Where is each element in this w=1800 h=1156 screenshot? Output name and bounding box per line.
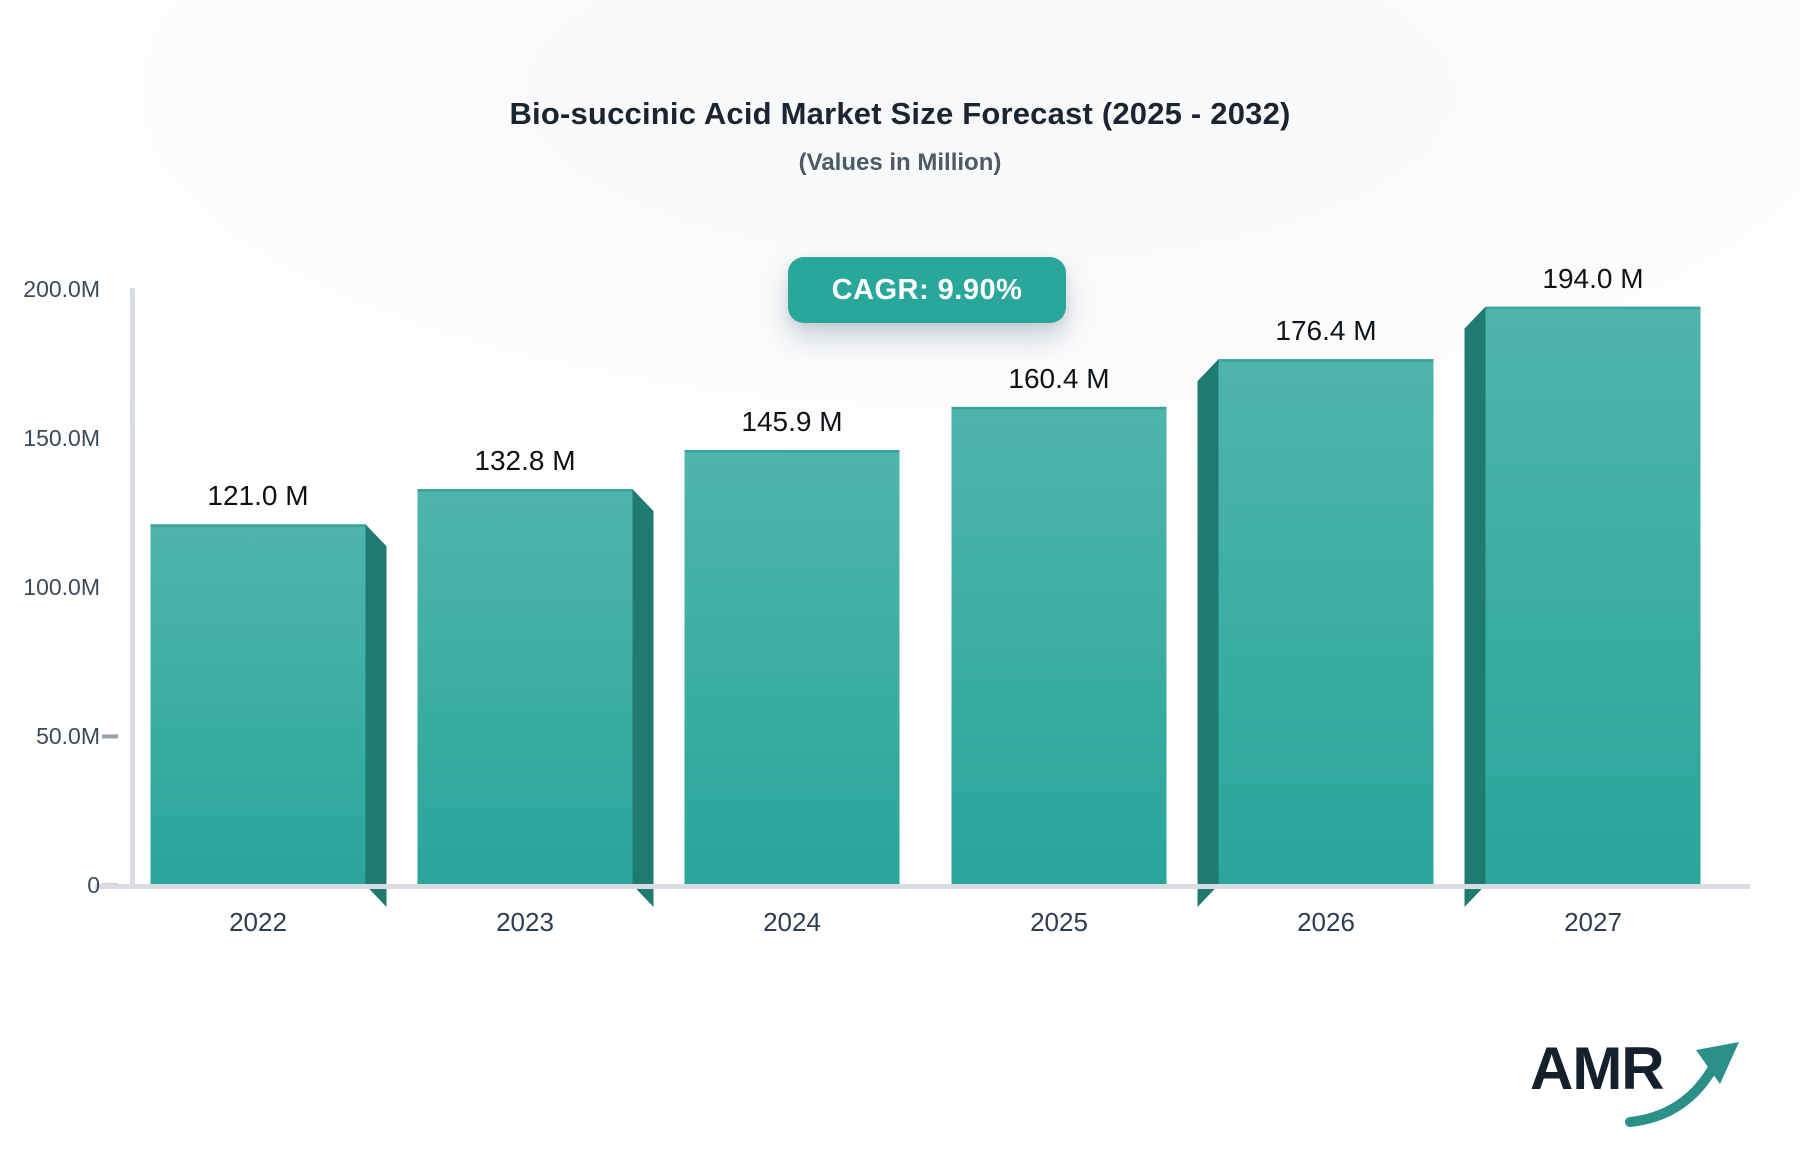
cagr-badge: CAGR: 9.90% <box>788 257 1066 323</box>
bar-top-edge <box>951 406 1167 410</box>
bar-value-label: 132.8 M <box>474 445 576 477</box>
axis-group <box>95 288 1750 889</box>
bar-top-edge <box>1218 359 1434 362</box>
y-tick-label: 50.0M <box>36 722 100 749</box>
bar-side-face <box>1464 306 1486 907</box>
x-axis-line <box>95 884 1750 889</box>
chart-subtitle: (Values in Million) <box>798 149 1002 176</box>
y-tick-label: 0 <box>87 872 100 898</box>
x-tick-label-2022: 2022 <box>229 907 287 937</box>
y-tick-label: 150.0M <box>23 424 100 451</box>
bar-2025 <box>951 406 1167 885</box>
bar-2026 <box>1218 359 1434 885</box>
x-tick-label-2023: 2023 <box>496 907 554 937</box>
bar-2027 <box>1485 306 1701 885</box>
bar-top-edge <box>1485 306 1701 310</box>
y-tick-label: 200.0M <box>23 275 100 302</box>
bar-2024 <box>684 450 900 885</box>
x-tick-label-2025: 2025 <box>1030 907 1088 937</box>
y-tick-label: 100.0M <box>23 573 100 600</box>
x-tick-label-2027: 2027 <box>1564 907 1622 937</box>
x-tick-label-2026: 2026 <box>1297 907 1355 937</box>
y-tick-mark <box>102 734 118 739</box>
amr-logo-text: AMR <box>1530 1035 1665 1102</box>
chart-title: Bio-succinic Acid Market Size Forecast (… <box>509 96 1291 131</box>
bar-2022 <box>150 524 366 885</box>
x-tick-label-2024: 2024 <box>763 907 821 937</box>
bar-2023 <box>417 489 633 885</box>
bar-side-face <box>365 524 387 907</box>
amr-logo: AMR <box>1530 1032 1740 1127</box>
bar-side-face <box>1197 359 1219 907</box>
amr-logo-arrow-icon <box>1625 1042 1739 1127</box>
bars-group <box>150 306 1701 907</box>
y-axis-line <box>130 288 135 889</box>
bar-value-label: 194.0 M <box>1542 262 1644 294</box>
bar-top-edge <box>684 450 900 453</box>
bar-top-edge <box>417 489 633 492</box>
bar-value-label: 121.0 M <box>207 480 309 512</box>
bar-value-label: 176.4 M <box>1275 315 1377 347</box>
bar-value-label: 160.4 M <box>1008 362 1110 394</box>
bar-top-edge <box>150 524 366 527</box>
bar-side-face <box>632 489 654 907</box>
bar-value-label: 145.9 M <box>741 406 843 438</box>
